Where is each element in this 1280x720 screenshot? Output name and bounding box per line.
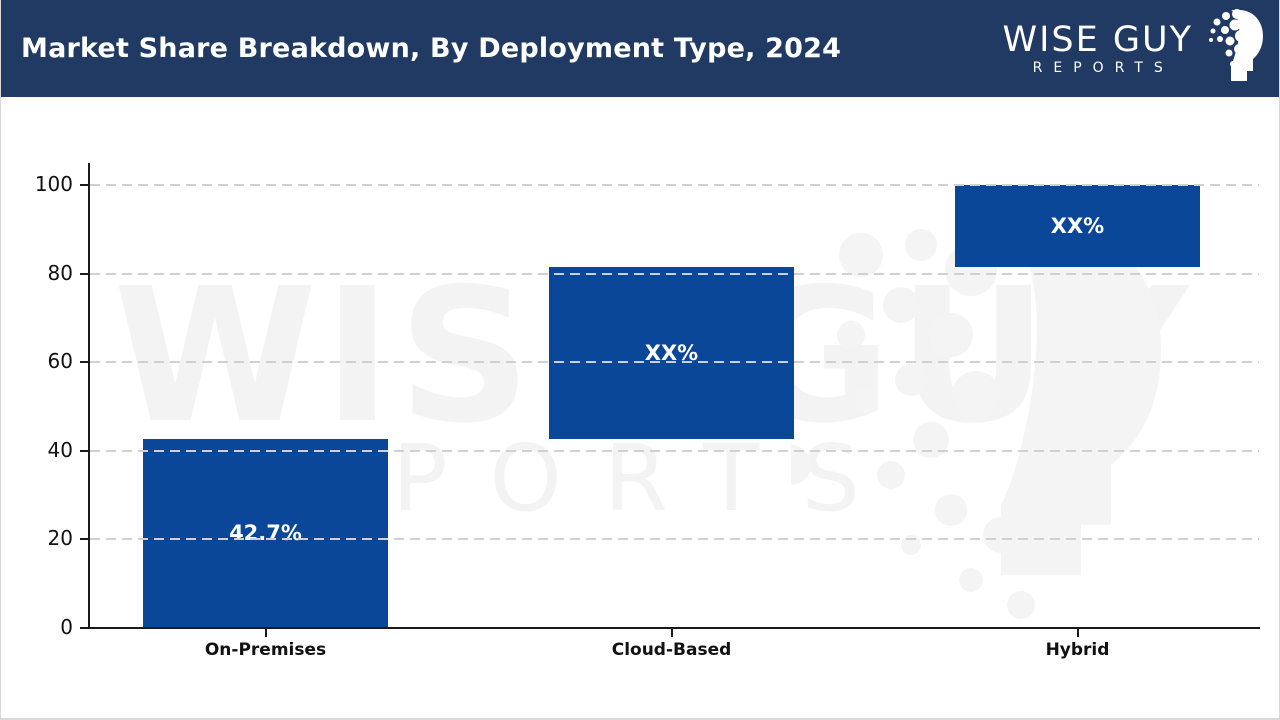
gridline xyxy=(90,361,1259,364)
x-tick-mark xyxy=(1076,629,1079,637)
head-profile-icon xyxy=(1195,6,1267,92)
x-category-label: Hybrid xyxy=(1045,640,1110,660)
y-tick-label: 20 xyxy=(47,526,73,551)
y-tick-mark xyxy=(80,361,89,364)
bar-value-label: XX% xyxy=(644,340,699,365)
logo-subtitle: REPORTS xyxy=(1032,59,1174,76)
y-tick-label: 0 xyxy=(60,615,73,639)
y-tick-label: 40 xyxy=(47,437,73,462)
x-tick-mark xyxy=(264,629,267,637)
y-tick-mark xyxy=(80,449,89,452)
bar-value-label: 42.7% xyxy=(229,521,302,546)
logo-text: WISE GUY REPORTS xyxy=(1002,22,1193,76)
gridline xyxy=(90,538,1259,541)
gridline xyxy=(90,449,1259,452)
bar-on-premises: 42.7% xyxy=(143,438,388,628)
x-axis-line xyxy=(88,627,1260,629)
y-tick-mark xyxy=(80,627,89,629)
chart-title: Market Share Breakdown, By Deployment Ty… xyxy=(21,33,842,64)
gridline xyxy=(90,272,1259,275)
bar-value-label: XX% xyxy=(1050,213,1105,238)
bar-hybrid: XX% xyxy=(955,185,1200,267)
bar-cloud-based: XX% xyxy=(549,266,794,439)
y-tick-mark xyxy=(80,184,89,186)
x-category-label: Cloud-Based xyxy=(611,640,732,660)
y-tick-label: 100 xyxy=(34,172,73,196)
watermark-head-graphic xyxy=(771,215,1191,639)
wiseguy-logo: WISE GUY REPORTS xyxy=(1002,0,1267,97)
header-bar: Market Share Breakdown, By Deployment Ty… xyxy=(1,0,1279,97)
y-tick-label: 80 xyxy=(47,260,73,285)
y-tick-label: 60 xyxy=(47,349,73,374)
y-tick-mark xyxy=(80,538,89,541)
x-tick-mark xyxy=(670,629,673,637)
gridline xyxy=(90,184,1259,186)
x-category-label: On-Premises xyxy=(204,640,327,660)
y-tick-mark xyxy=(80,272,89,275)
y-axis-line xyxy=(88,163,90,629)
logo-wordmark: WISE GUY xyxy=(1002,19,1193,60)
